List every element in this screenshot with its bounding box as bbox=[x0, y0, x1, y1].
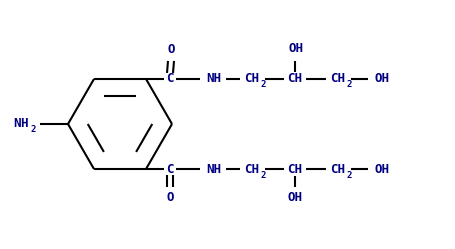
Text: O: O bbox=[166, 190, 174, 203]
Text: C: C bbox=[166, 72, 174, 85]
Text: OH: OH bbox=[288, 190, 303, 203]
Text: OH: OH bbox=[288, 43, 303, 56]
Text: H: H bbox=[20, 117, 28, 129]
Text: 2: 2 bbox=[346, 80, 352, 89]
Text: CH: CH bbox=[288, 72, 303, 85]
Text: CH: CH bbox=[330, 163, 345, 176]
Text: 2: 2 bbox=[260, 80, 266, 89]
Text: OH: OH bbox=[374, 163, 389, 176]
Text: C: C bbox=[166, 163, 174, 176]
Text: OH: OH bbox=[374, 72, 389, 85]
Text: 2: 2 bbox=[346, 171, 352, 180]
Text: NH: NH bbox=[207, 163, 222, 176]
Text: O: O bbox=[167, 44, 175, 57]
Text: 2: 2 bbox=[30, 124, 35, 133]
Text: NH: NH bbox=[207, 72, 222, 85]
Text: CH: CH bbox=[244, 163, 259, 176]
Text: CH: CH bbox=[288, 163, 303, 176]
Text: CH: CH bbox=[244, 72, 259, 85]
Text: N: N bbox=[13, 117, 21, 129]
Text: 2: 2 bbox=[260, 171, 266, 180]
Text: CH: CH bbox=[330, 72, 345, 85]
